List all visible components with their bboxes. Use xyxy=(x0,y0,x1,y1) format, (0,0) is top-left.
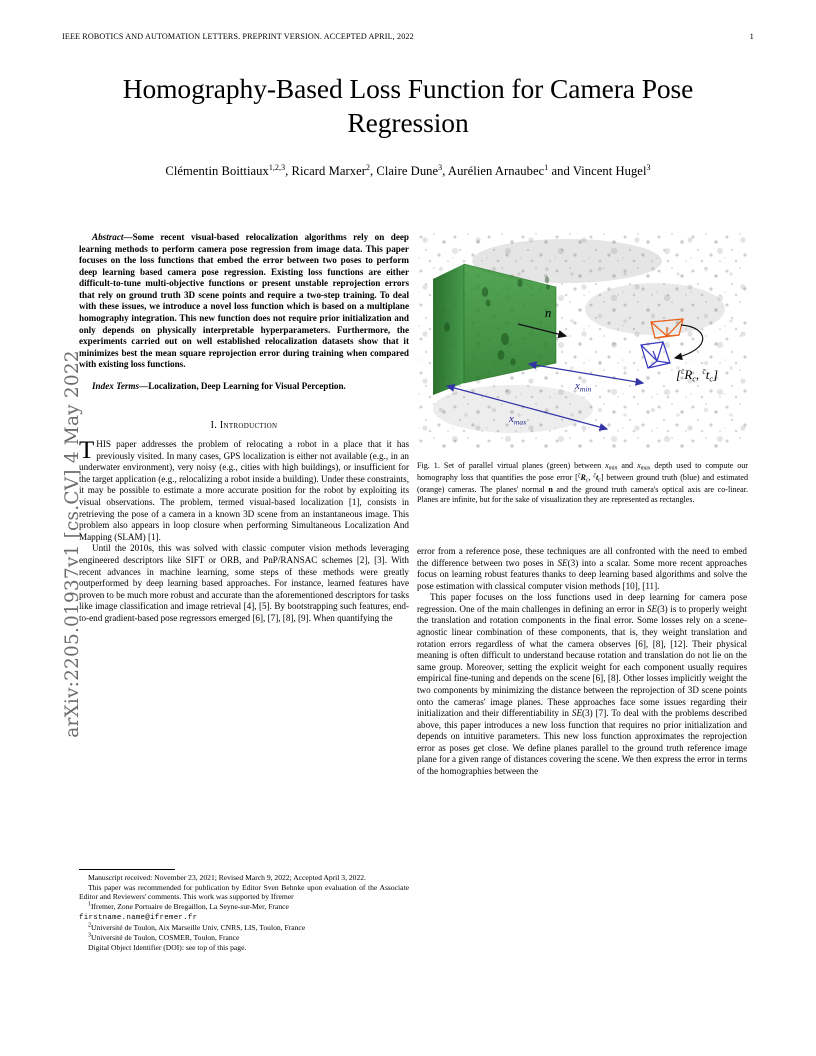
affiliation-1-email: firstname.name@ifremer.fr xyxy=(79,913,198,922)
footnote-block: Manuscript received: November 23, 2021; … xyxy=(79,869,409,953)
plane-front-face xyxy=(464,264,556,383)
plane-stack-striations xyxy=(434,264,464,395)
footnote-affiliation-1: 1Ifremer, Zone Portuaire de Bregaillon, … xyxy=(79,902,409,923)
left-column: Abstract—Some recent visual-based reloca… xyxy=(79,232,409,624)
figure-1-svg: n xmin xmax xyxy=(417,231,748,453)
cloud-smudge-top xyxy=(472,239,662,283)
affiliation-2-text: Université de Toulon, Aix Marseille Univ… xyxy=(91,923,306,933)
page-header: IEEE ROBOTICS AND AUTOMATION LETTERS. PR… xyxy=(62,32,754,41)
footnote-doi: Digital Object Identifier (DOI): see top… xyxy=(88,942,247,952)
abstract: Abstract—Some recent visual-based reloca… xyxy=(79,232,409,371)
figure-1-caption-text: Set of parallel virtual planes (green) b… xyxy=(417,461,749,504)
figure-1-image: n xmin xmax xyxy=(417,231,748,453)
footnote-received: Manuscript received: November 23, 2021; … xyxy=(88,873,366,882)
index-terms-dash: — xyxy=(139,380,149,391)
abstract-text: Some recent visual-based relocalization … xyxy=(79,232,409,370)
abstract-label: Abstract xyxy=(92,232,124,242)
affiliation-3-marker: 3 xyxy=(88,932,91,939)
footnote-recommendation: This paper was recommended for publicati… xyxy=(79,882,409,902)
running-title: IEEE ROBOTICS AND AUTOMATION LETTERS. PR… xyxy=(62,32,414,41)
page-title: Homography-Based Loss Function for Camer… xyxy=(122,73,694,138)
footnote-affiliation-2: 2Université de Toulon, Aix Marseille Uni… xyxy=(79,923,409,933)
abstract-dash: — xyxy=(123,232,133,242)
section-heading-introduction: I. Introduction xyxy=(210,419,278,431)
plane-showthrough-specks xyxy=(444,276,550,366)
affiliation-2-marker: 2 xyxy=(88,922,91,929)
right-column: error from a reference pose, these techn… xyxy=(417,546,747,778)
index-terms-text: Localization, Deep Learning for Visual P… xyxy=(148,380,346,391)
intro-paragraph-1-text: HIS paper addresses the problem of reloc… xyxy=(79,439,409,542)
xmax-label: xmax xyxy=(508,413,527,426)
affiliation-1-text: Ifremer, Zone Portuaire de Bregaillon, L… xyxy=(91,902,289,912)
right-paragraph-2: This paper focuses on the loss functions… xyxy=(417,592,747,776)
author-list: Clémentin Boittiaux1,2,3, Ricard Marxer2… xyxy=(165,162,651,178)
virtual-planes-stack xyxy=(433,263,557,395)
right-paragraph-1: error from a reference pose, these techn… xyxy=(417,546,747,591)
figure-1-number: Fig. 1. xyxy=(417,461,440,470)
index-terms: Index Terms—Localization, Deep Learning … xyxy=(79,381,409,393)
estimated-camera-frustum xyxy=(650,318,684,339)
figure-1-caption: Fig. 1. Set of parallel virtual planes (… xyxy=(417,461,748,505)
intro-paragraph-2: Until the 2010s, this was solved with cl… xyxy=(79,543,409,623)
normal-label: n xyxy=(545,306,551,320)
ground-truth-camera-frustum xyxy=(640,341,671,369)
affiliation-3-text: Université de Toulon, COSMER, Toulon, Fr… xyxy=(91,933,240,943)
footnote-rule xyxy=(79,869,175,870)
index-terms-label: Index Terms xyxy=(92,380,140,391)
pose-error-arrow xyxy=(673,324,704,361)
intro-paragraph-1: T HIS paper addresses the problem of relo… xyxy=(79,437,409,543)
title-block: Homography-Based Loss Function for Camer… xyxy=(62,72,754,179)
plane-normal-arrow: n xyxy=(517,306,568,339)
pose-error-label: [ĉRc, ĉtc] xyxy=(676,367,718,384)
page-number: 1 xyxy=(749,32,754,41)
footnote-affiliation-3: 3Université de Toulon, COSMER, Toulon, F… xyxy=(79,933,409,943)
affiliation-1-marker: 1 xyxy=(88,901,91,908)
drop-cap: T xyxy=(79,437,95,465)
xmax-measurement: xmax xyxy=(445,384,609,431)
cloud-smudge-mid xyxy=(585,283,725,335)
figure-1: n xmin xmax xyxy=(417,231,748,505)
